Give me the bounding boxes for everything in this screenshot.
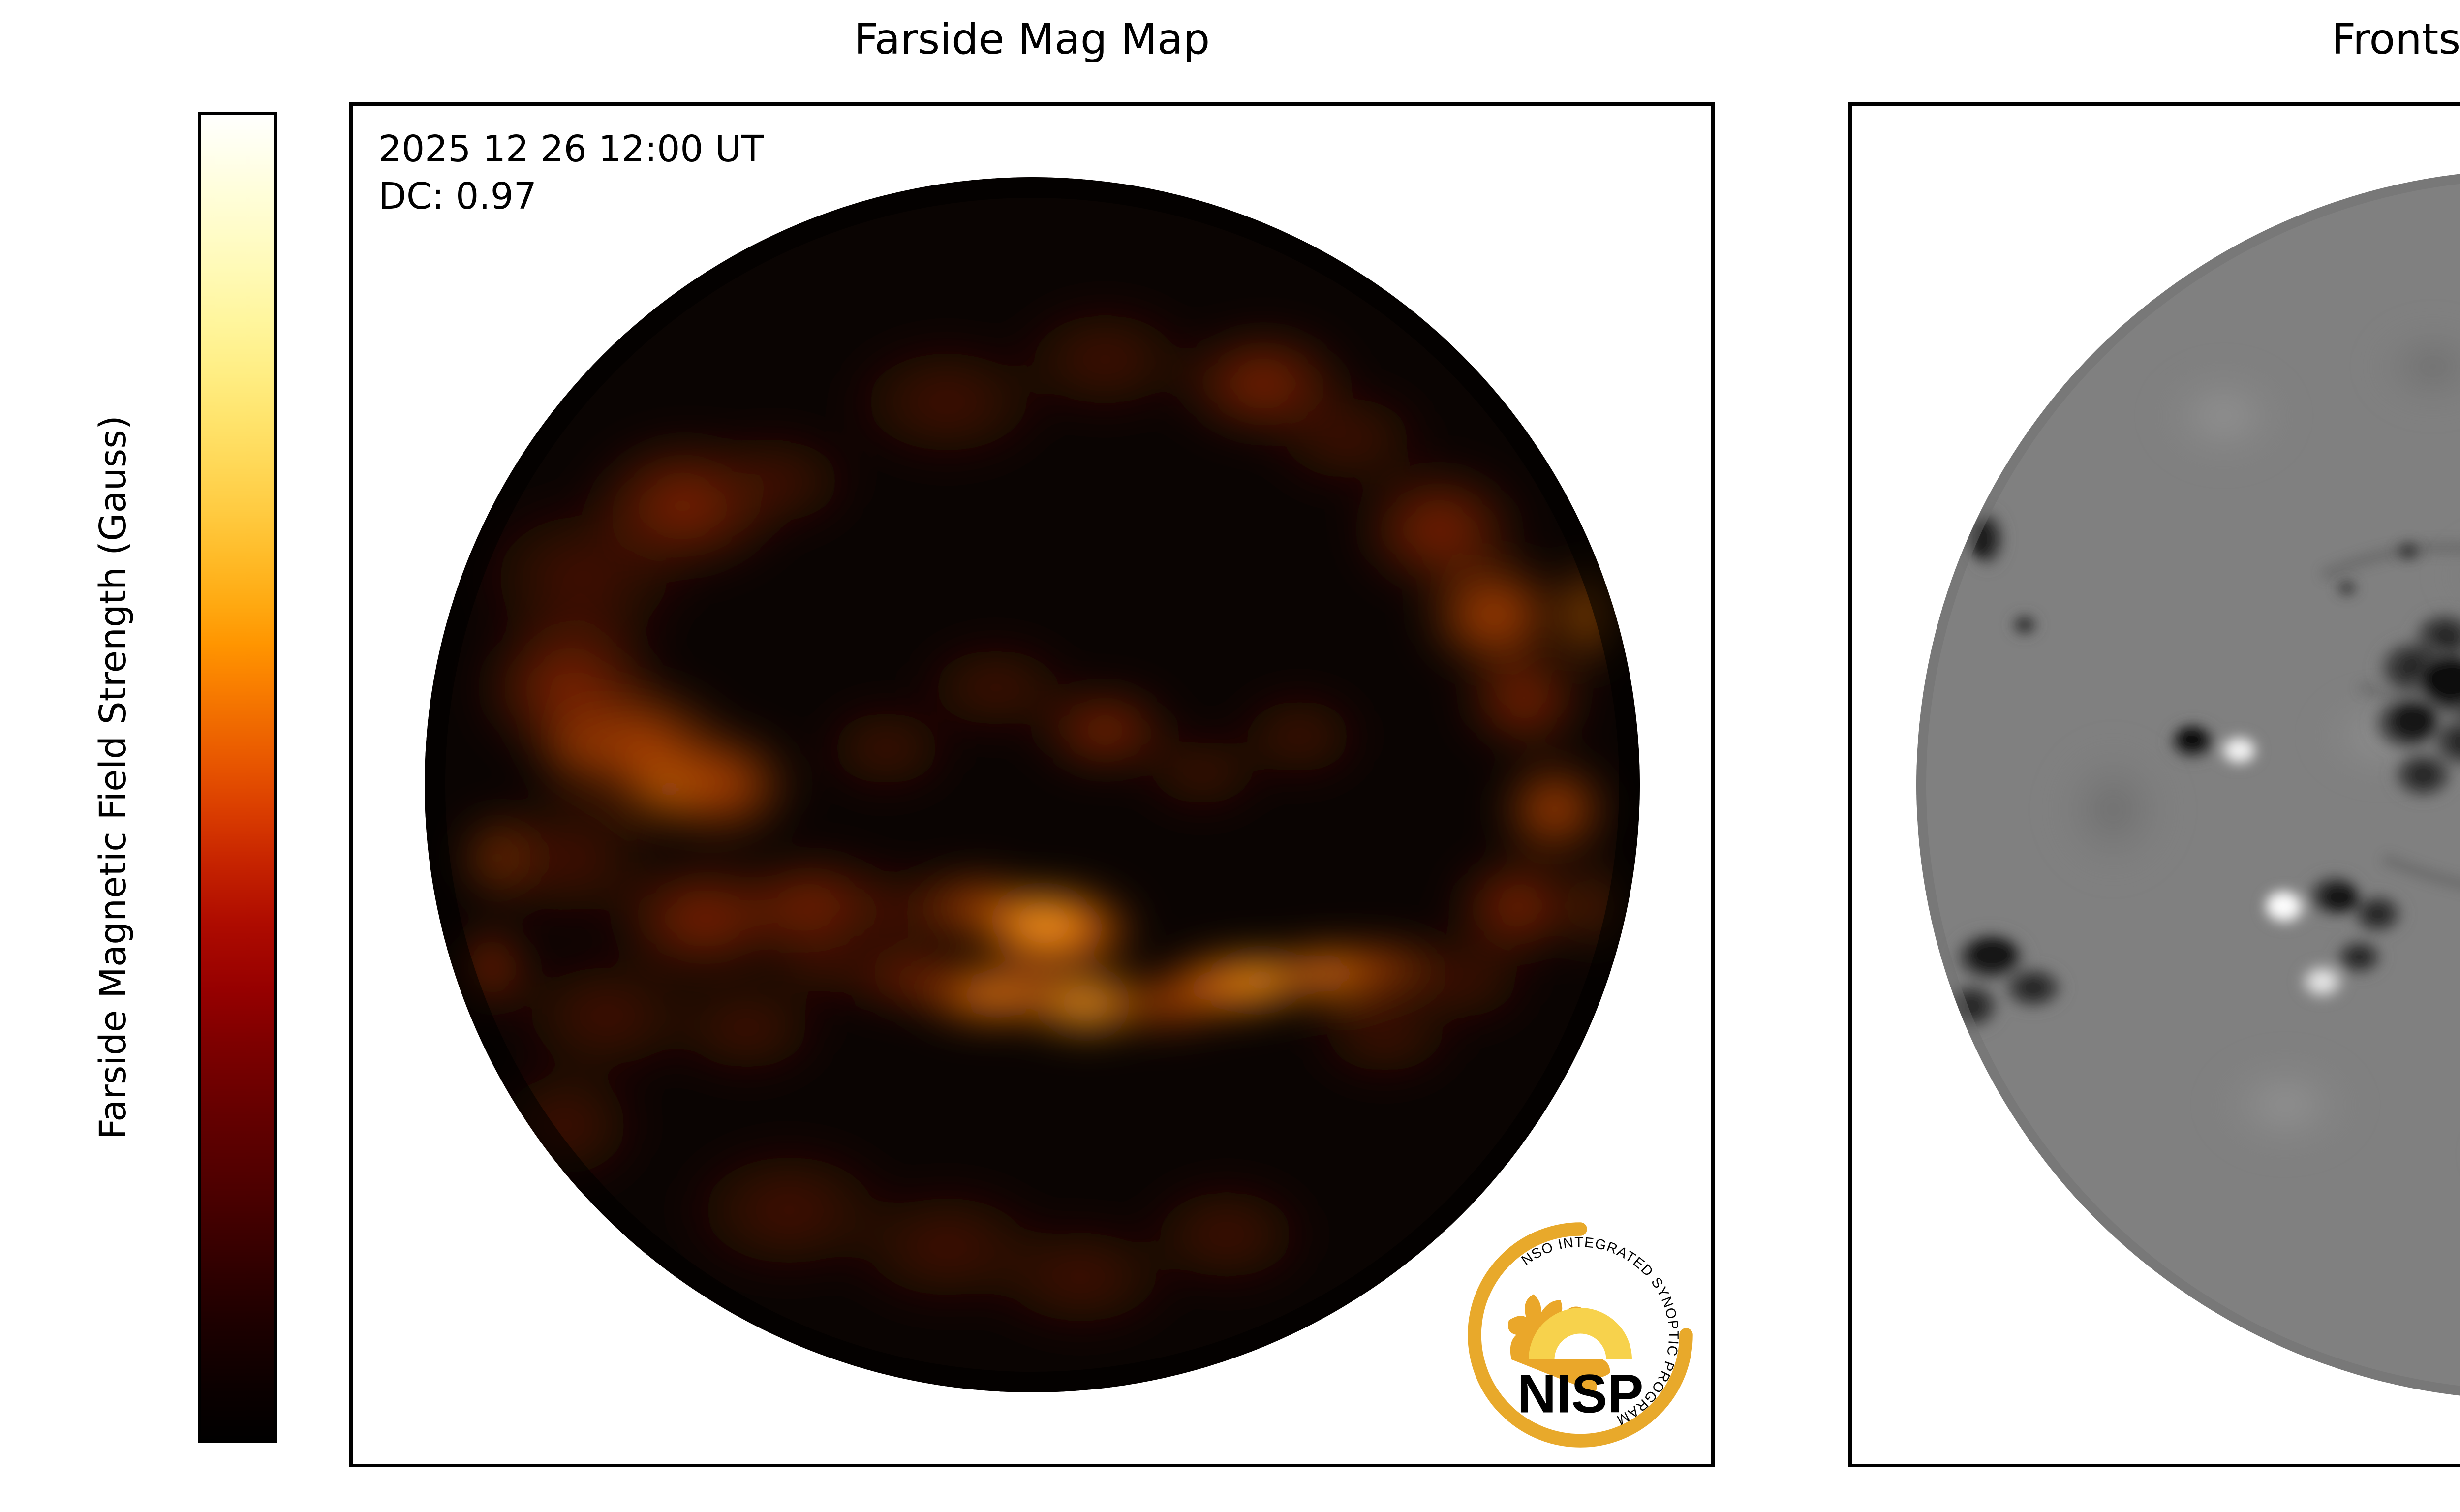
active-region-center [2368,608,2460,802]
colorbar-frame [198,112,277,1443]
farside-map-panel[interactable]: 2025 12 26 12:00 UT DC: 0.97 NISP NSO INT… [349,102,1715,1467]
frontside-solar-disk [1916,170,2460,1400]
frontside-map-panel[interactable]: NISP NSO INTEGRATED SYNOPTIC PROGRAM [1848,102,2460,1467]
farside-field-image [424,177,1640,1392]
logo-acronym: NISP [1517,1364,1644,1424]
panel-title-frontside: Frontside Mag Map [2331,15,2460,64]
nisp-logo-farside: NISP NSO INTEGRATED SYNOPTIC PROGRAM [1468,1222,1693,1448]
panel-title-farside: Farside Mag Map [854,15,1210,64]
limb-activity-west [1939,507,2067,1033]
colorbar-axis-label: Farside Magnetic Field Strength (Gauss) [92,415,134,1140]
logo-ring [1468,1222,1693,1448]
annotation-duty-cycle: DC: 0.97 [378,175,537,217]
colorbar-gradient [198,112,277,1443]
colorbar [198,112,277,1443]
frontside-magnetogram-image [1916,170,2460,1400]
logo-corona-icon [1508,1294,1632,1393]
active-region-west [2166,721,2261,768]
active-region-southwest [2260,871,2407,1001]
farside-annotation: 2025 12 26 12:00 UT DC: 0.97 [378,125,764,220]
farside-solar-disk [424,177,1640,1392]
annotation-timestamp: 2025 12 26 12:00 UT [378,128,764,170]
